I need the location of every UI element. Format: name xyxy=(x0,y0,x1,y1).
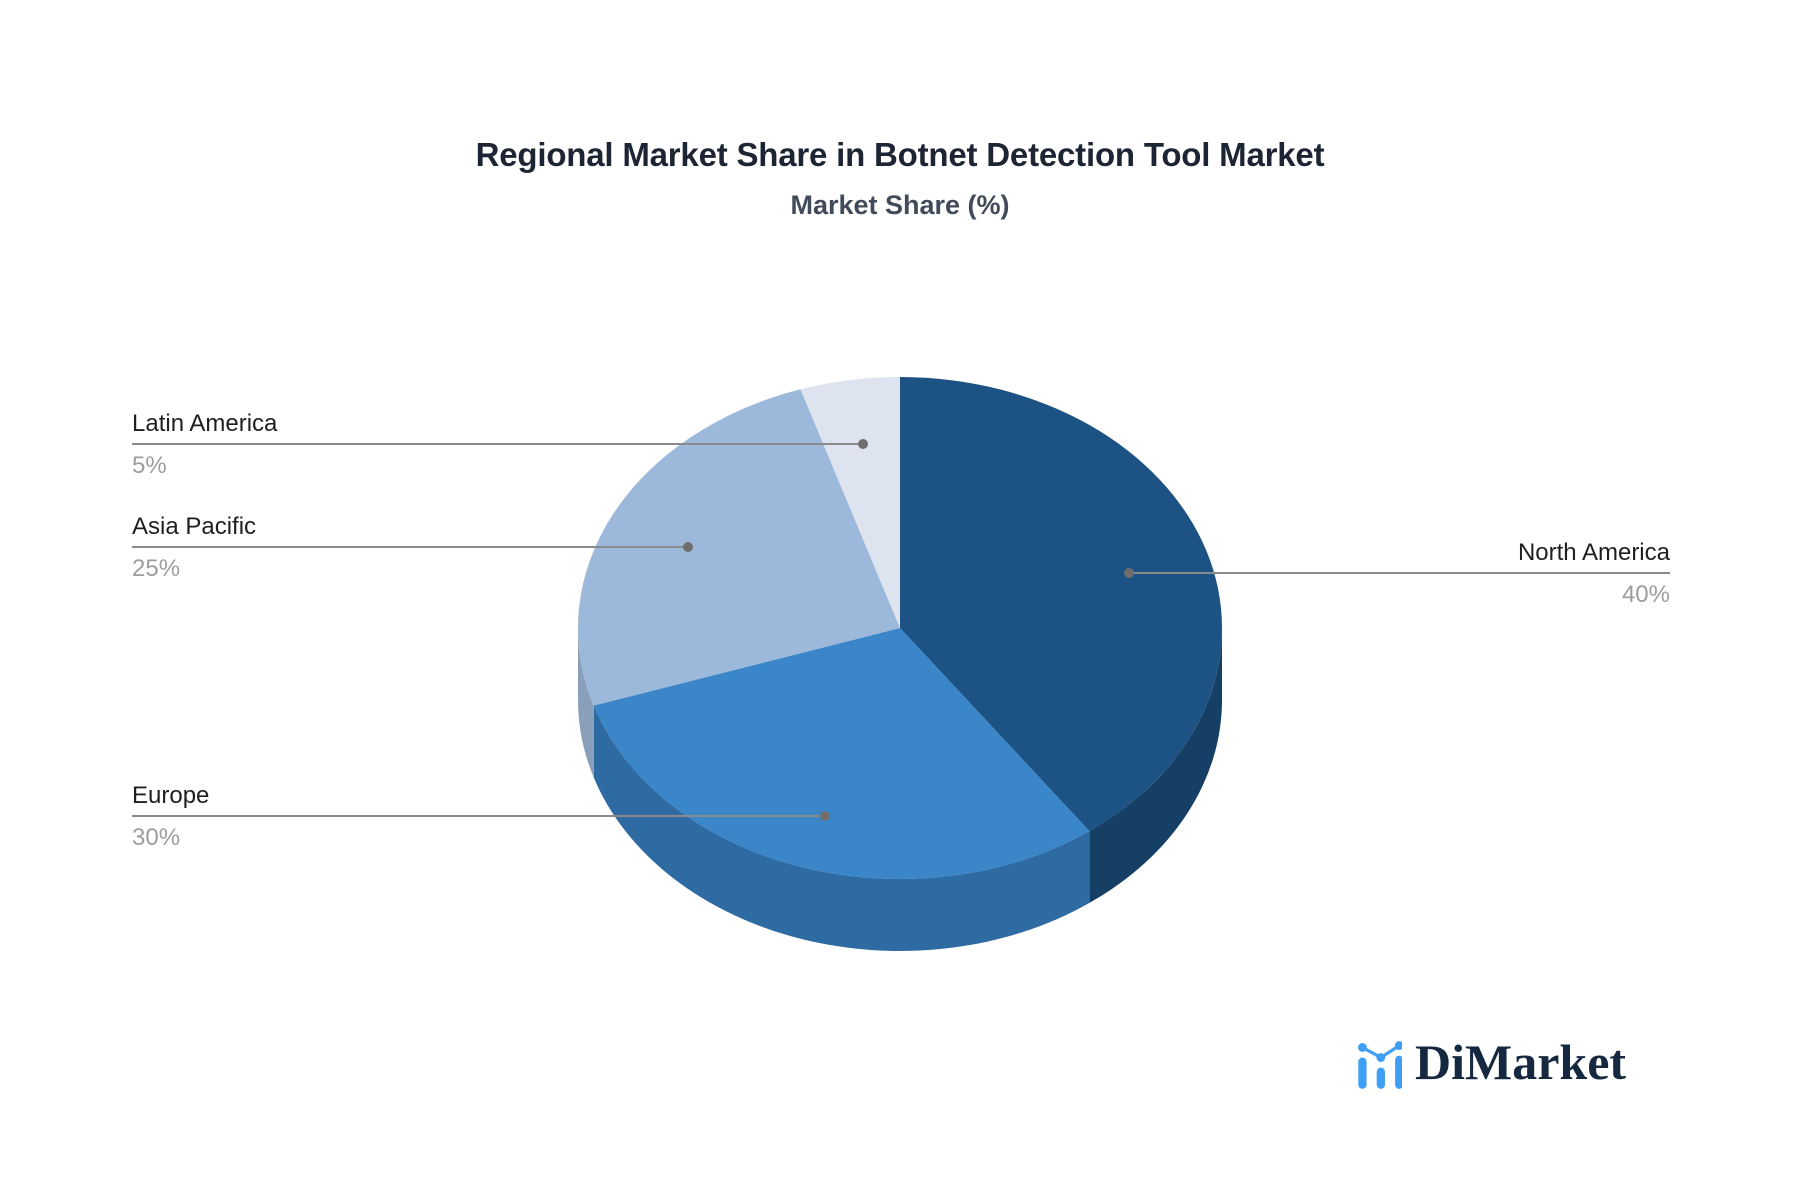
pie-slice-asia-pacific xyxy=(578,389,900,706)
chart-title: Regional Market Share in Botnet Detectio… xyxy=(475,136,1325,173)
slice-label: North America xyxy=(1517,538,1670,566)
brand-name: DiMarket xyxy=(1415,1034,1627,1090)
leader-dot xyxy=(1124,568,1134,578)
leader-dot xyxy=(683,542,693,552)
leader-line xyxy=(132,542,693,552)
pie-slices xyxy=(578,377,1222,879)
slice-label: Asia Pacific xyxy=(132,512,257,540)
pie-slice-side-north-america xyxy=(1089,628,1222,904)
pie-slice-north-america xyxy=(900,377,1222,832)
chart-subtitle: Market Share (%) xyxy=(790,190,1010,220)
brand-logo: DiMarket xyxy=(1356,1034,1627,1090)
slice-value: 40% xyxy=(1621,581,1670,608)
leader-dot xyxy=(858,439,868,449)
slice-label: Europe xyxy=(132,781,210,809)
pie-slice-latin-america xyxy=(800,377,900,628)
bar-line-chart-icon xyxy=(1358,1041,1402,1089)
leader-line xyxy=(1124,568,1670,578)
slice-value: 5% xyxy=(132,452,167,479)
leader-dot xyxy=(820,811,830,821)
slice-label: Latin America xyxy=(132,409,278,437)
pie-slice-side-asia-pacific xyxy=(578,628,594,778)
slice-value: 25% xyxy=(132,555,181,582)
pie-slice-side-europe xyxy=(593,705,1090,951)
leader-line xyxy=(132,439,868,449)
leader-line xyxy=(132,811,830,821)
pie-3d-sides xyxy=(578,628,1222,951)
slice-value: 30% xyxy=(132,824,181,851)
